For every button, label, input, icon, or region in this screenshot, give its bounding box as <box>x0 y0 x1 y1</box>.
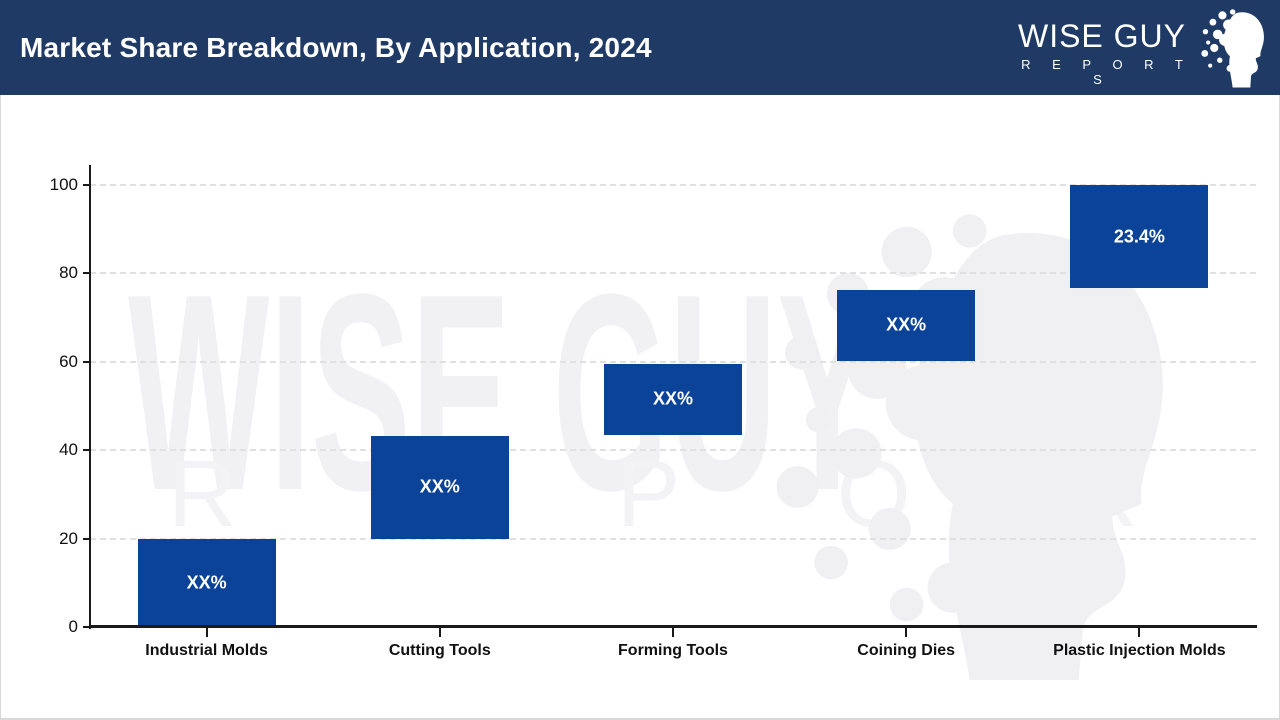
logo-text: WISE GUY R E P O R T S <box>1008 18 1196 87</box>
bar-5 <box>1070 185 1209 289</box>
x-tick-4 <box>905 628 908 637</box>
x-category-label-1: Industrial Molds <box>145 642 268 659</box>
gridline-60 <box>90 360 1256 363</box>
y-tick-label-100: 100 <box>49 175 78 194</box>
gridline-100 <box>90 184 1256 186</box>
face-logo-icon <box>1201 9 1264 88</box>
header-bar: Market Share Breakdown, By Application, … <box>0 0 1280 95</box>
y-tick-label-20: 20 <box>59 528 78 548</box>
y-tick-60 <box>83 360 90 363</box>
canvas-left-border <box>0 95 1 720</box>
y-tick-20 <box>83 537 90 540</box>
bar-4 <box>837 289 976 361</box>
x-category-label-2: Cutting Tools <box>388 642 491 659</box>
bar-value-label-4: XX% <box>886 314 927 335</box>
logo-name: WISE GUY <box>1017 18 1186 54</box>
gridline-80 <box>90 272 1256 275</box>
bar-value-label-2: XX% <box>419 476 460 497</box>
bar-2 <box>370 436 509 539</box>
y-tick-label-0: 0 <box>68 617 78 636</box>
bar-value-label-3: XX% <box>652 388 694 409</box>
x-tick-1 <box>205 628 208 637</box>
y-tick-0 <box>83 626 90 628</box>
y-tick-label-60: 60 <box>59 351 78 371</box>
gridline-20 <box>90 537 1256 540</box>
x-tick-2 <box>438 628 441 637</box>
wise-guy-logo: WISE GUY R E P O R T S <box>1008 6 1268 90</box>
canvas-bottom-border <box>0 718 1280 720</box>
bar-3 <box>604 363 742 435</box>
logo-subtitle: R E P O R T S <box>1021 56 1192 87</box>
x-tick-3 <box>672 628 674 637</box>
x-tick-5 <box>1138 628 1141 637</box>
bar-value-label-5: 23.4% <box>1113 226 1165 247</box>
y-tick-label-80: 80 <box>59 263 78 283</box>
y-tick-40 <box>83 449 90 452</box>
y-tick-100 <box>83 184 90 186</box>
gridline-40 <box>90 449 1256 452</box>
y-axis-line <box>89 165 91 629</box>
y-tick-80 <box>83 272 90 275</box>
page-title: Market Share Breakdown, By Application, … <box>20 32 652 63</box>
bar-value-label-1: XX% <box>186 572 227 593</box>
x-category-label-4: Coining Dies <box>857 642 956 659</box>
bar-1 <box>137 538 276 627</box>
x-category-label-5: Plastic Injection Molds <box>1053 642 1226 659</box>
x-axis-line <box>89 625 1257 628</box>
y-tick-label-40: 40 <box>59 440 78 460</box>
x-category-label-3: Forming Tools <box>618 642 728 659</box>
